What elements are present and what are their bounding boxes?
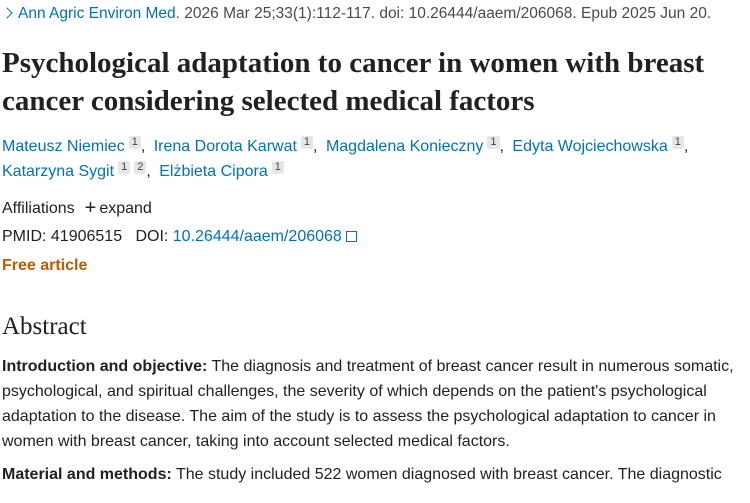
article-title: Psychological adaptation to cancer in wo… <box>2 47 705 117</box>
author-link[interactable]: Elżbieta Cipora <box>159 163 268 180</box>
abstract-heading: Abstract <box>2 313 87 340</box>
abstract-paragraph: Introduction and objective: The diagnosi… <box>2 354 746 454</box>
citation-details: 2026 Mar 25;33(1):112-117. doi: 10.26444… <box>184 5 712 22</box>
paragraph-text: The diagnosis and treatment of breast ca… <box>2 358 734 450</box>
abstract-body: Introduction and objective: The diagnosi… <box>2 354 748 487</box>
affiliation-number[interactable]: 1 <box>271 161 284 174</box>
author: Magdalena Konieczny 1 <box>325 136 508 155</box>
plus-icon: + <box>84 197 97 219</box>
free-article: Free article <box>2 257 88 274</box>
paragraph-label: Material and methods: <box>2 466 172 483</box>
author: Elżbieta Cipora 1 <box>159 161 284 180</box>
doi-label: DOI: <box>135 228 169 245</box>
author: Irena Dorota Karwat 1 <box>153 136 322 155</box>
citation: Ann Agric Environ Med. 2026 Mar 25;33(1)… <box>1 3 748 25</box>
paragraph-label: Introduction and objective: <box>2 358 208 375</box>
paragraph-text: The study included 522 women diagnosed w… <box>175 466 722 483</box>
doi-link[interactable]: 10.26444/aaem/206068 <box>172 228 342 245</box>
chevron-icon <box>1 7 13 19</box>
expand-button[interactable]: expand <box>99 200 152 217</box>
author-link[interactable]: Magdalena Konieczny <box>325 138 484 155</box>
affiliation-number[interactable]: 1 <box>118 161 131 174</box>
external-icon <box>345 231 357 242</box>
author: Katarzyna Sygit 1 2 <box>2 161 155 180</box>
affiliation-number[interactable]: 2 <box>134 161 147 174</box>
ids-row: PMID: 41906515 DOI: 10.26444/aaem/206068 <box>2 225 748 249</box>
article: Ann Agric Environ Med. 2026 Mar 25;33(1)… <box>0 3 748 487</box>
author-link[interactable]: Edyta Wojciechowska <box>512 138 668 155</box>
author: Edyta Wojciechowska 1 <box>512 136 692 155</box>
author-link[interactable]: Irena Dorota Karwat <box>153 138 297 155</box>
abstract-paragraph: Material and methods: The study included… <box>2 462 746 487</box>
affiliation-number[interactable]: 1 <box>128 136 141 149</box>
affiliations-row: Affiliations + expand <box>2 196 748 221</box>
author-link[interactable]: Mateusz Niemiec <box>2 138 125 155</box>
author-link[interactable]: Katarzyna Sygit <box>2 163 115 180</box>
author: Mateusz Niemiec 1 <box>2 136 149 155</box>
page: {"citation": {"journal": "Ann Agric Envi… <box>0 3 750 503</box>
pmid-label: PMID: <box>2 228 47 245</box>
affiliation-number[interactable]: 1 <box>487 136 500 149</box>
journal-link[interactable]: Ann Agric Environ Med. <box>18 5 180 22</box>
affiliation-number[interactable]: 1 <box>671 136 684 149</box>
pmid: 41906515 <box>50 228 123 245</box>
affiliation-number[interactable]: 1 <box>300 136 314 149</box>
affiliations-label: Affiliations <box>2 200 75 217</box>
